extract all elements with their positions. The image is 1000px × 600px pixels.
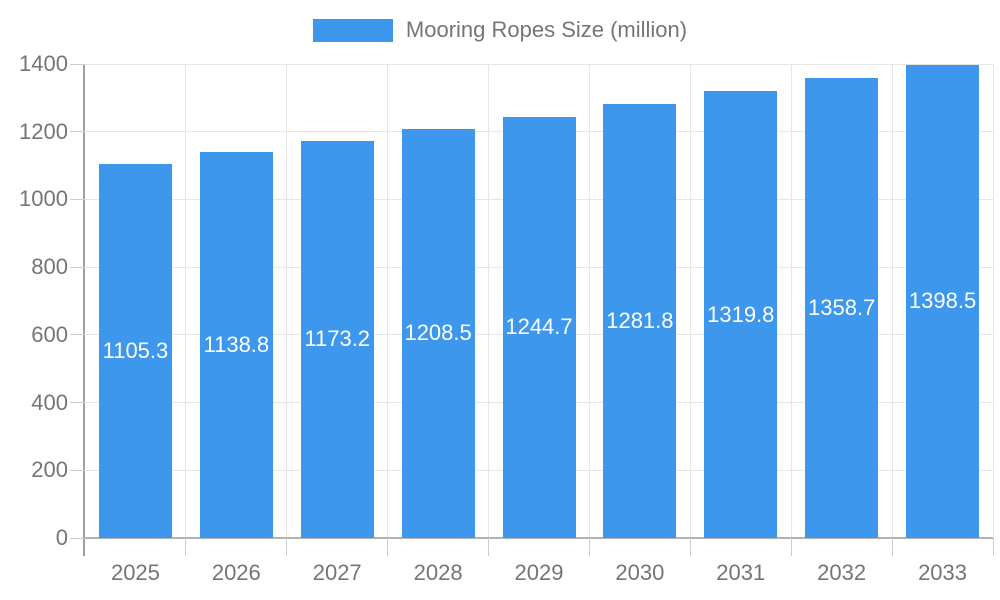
x-axis-tick xyxy=(286,538,288,556)
bar-value-label: 1208.5 xyxy=(404,320,472,346)
y-axis-tick xyxy=(70,131,85,133)
x-axis-tick-label: 2027 xyxy=(312,560,362,585)
y-axis-tick-label: 1000 xyxy=(19,186,68,212)
y-axis-tick-label: 800 xyxy=(31,254,68,280)
gridline-vertical xyxy=(790,64,792,538)
x-axis-tick xyxy=(488,538,490,556)
bar-value-label: 1358.7 xyxy=(808,294,876,320)
legend-swatch xyxy=(312,18,393,42)
gridline-vertical xyxy=(891,64,893,538)
x-axis-tick xyxy=(689,538,691,556)
x-axis-tick xyxy=(891,538,893,556)
y-axis-tick-label: 1400 xyxy=(19,51,68,76)
y-axis-line xyxy=(83,64,85,556)
bar[interactable] xyxy=(98,163,172,538)
gridline-vertical xyxy=(689,64,691,538)
y-axis-tick-label: 0 xyxy=(55,525,68,550)
x-axis-tick xyxy=(185,538,187,556)
bar-value-label: 1319.8 xyxy=(707,301,775,327)
gridline-vertical xyxy=(387,64,389,538)
bar-value-label: 1244.7 xyxy=(505,314,573,340)
x-axis-tick xyxy=(588,538,590,556)
x-axis-tick xyxy=(387,538,389,556)
gridline-vertical xyxy=(992,64,994,538)
y-axis-tick xyxy=(70,334,85,336)
gridline-vertical xyxy=(185,64,187,538)
x-axis-tick-label: 2031 xyxy=(716,560,766,585)
legend[interactable]: Mooring Ropes Size (million) xyxy=(0,17,1000,43)
y-axis-tick-label: 1200 xyxy=(19,118,68,144)
bar-value-label: 1138.8 xyxy=(203,332,270,358)
y-axis-tick-label: 400 xyxy=(31,389,68,415)
x-axis-tick-label: 2029 xyxy=(514,560,564,585)
bar[interactable] xyxy=(704,91,778,538)
legend-label: Mooring Ropes Size (million) xyxy=(405,17,688,42)
y-axis-tick-label: 200 xyxy=(31,457,68,483)
y-axis-tick-label: 600 xyxy=(31,321,68,347)
bar[interactable] xyxy=(401,128,475,538)
x-axis-tick-label: 2025 xyxy=(110,560,160,585)
x-axis-line xyxy=(85,537,993,539)
bar-value-label: 1281.8 xyxy=(606,308,674,333)
bar-value-label: 1398.5 xyxy=(908,288,977,314)
bar[interactable] xyxy=(805,77,879,538)
bar-value-label: 1105.3 xyxy=(102,337,169,363)
y-axis-tick xyxy=(70,469,85,471)
x-axis-tick xyxy=(790,538,792,556)
y-axis-tick xyxy=(70,402,85,404)
x-axis-tick xyxy=(992,538,994,556)
bar[interactable] xyxy=(603,104,677,538)
y-axis-tick xyxy=(70,63,85,65)
y-axis-tick xyxy=(70,266,85,268)
gridline-vertical xyxy=(588,64,590,538)
x-axis-tick-label: 2032 xyxy=(817,560,867,585)
gridline-vertical xyxy=(488,64,490,538)
x-axis-tick-label: 2033 xyxy=(918,560,968,585)
x-axis-tick-label: 2028 xyxy=(413,560,463,585)
y-axis-tick xyxy=(70,198,85,200)
bar[interactable] xyxy=(502,116,576,538)
bar-value-label: 1173.2 xyxy=(304,326,371,352)
y-axis-tick xyxy=(70,537,85,539)
gridline-horizontal xyxy=(85,63,993,65)
gridline-vertical xyxy=(286,64,288,538)
bar[interactable] xyxy=(906,64,980,538)
x-axis-tick-label: 2026 xyxy=(211,560,261,585)
x-axis-tick-label: 2030 xyxy=(615,560,665,585)
bar[interactable] xyxy=(300,140,374,538)
bar[interactable] xyxy=(199,152,273,538)
